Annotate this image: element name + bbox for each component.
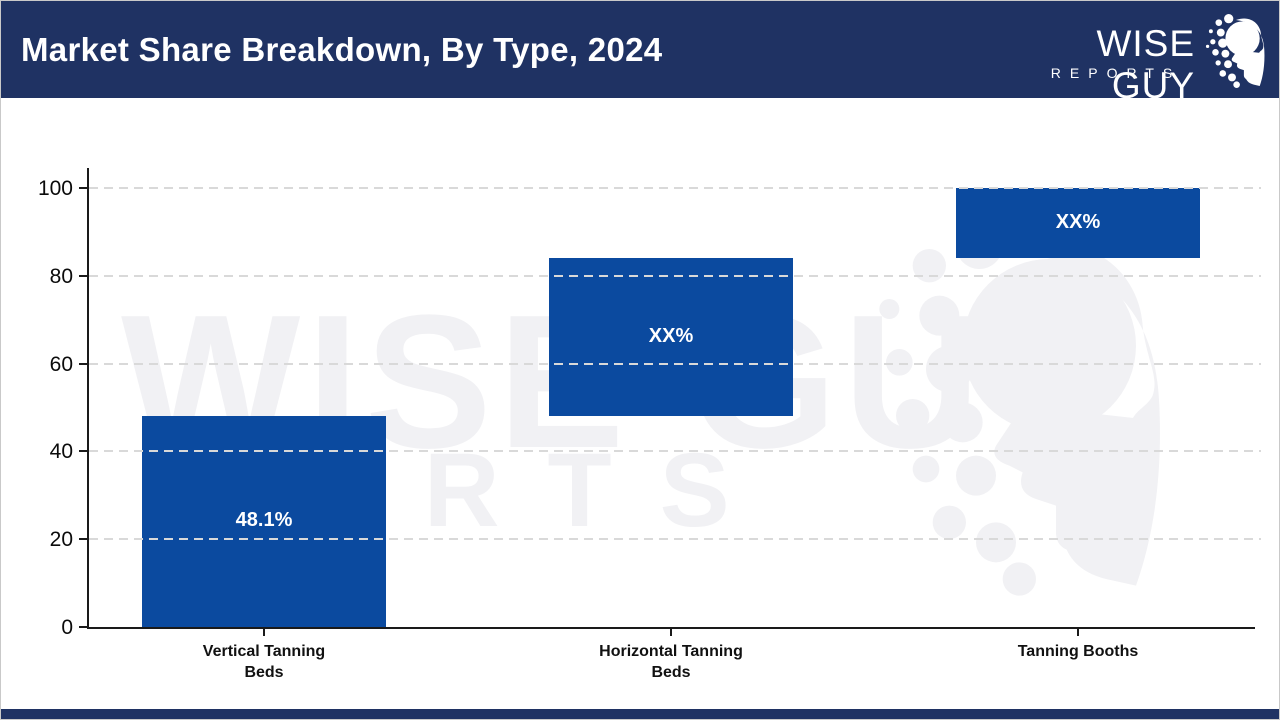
brand-tagline: REPORTS <box>1050 65 1182 81</box>
y-tick-label-100: 100 <box>37 177 73 200</box>
x-category-label: Vertical Tanning Beds <box>104 641 424 683</box>
y-tick-label-40: 40 <box>49 440 73 464</box>
y-tick-label-20: 20 <box>49 528 73 552</box>
gridline-100 <box>89 187 1261 189</box>
brand-name: WISE GUY <box>1096 23 1195 106</box>
watermark-head-icon <box>864 222 1160 596</box>
gridline-60 <box>89 362 1261 365</box>
x-tick-mark <box>1077 629 1079 636</box>
y-tick-mark-0 <box>79 626 87 628</box>
x-category-label-line: Beds <box>651 664 691 681</box>
bar-value-label: XX% <box>648 325 694 348</box>
y-tick-mark-40 <box>79 450 87 453</box>
gridline-80 <box>89 274 1261 277</box>
header-bar: Market Share Breakdown, By Type, 2024 WI… <box>1 1 1279 106</box>
x-tick-mark <box>263 629 265 636</box>
x-category-label-line: Vertical Tanning <box>202 643 326 660</box>
bar-segment: XX% <box>549 258 793 416</box>
y-tick-mark-60 <box>79 362 87 365</box>
y-tick-mark-80 <box>79 274 87 277</box>
brand-logo: WISE GUY REPORTS <box>1025 7 1265 106</box>
x-tick-mark <box>670 629 672 636</box>
head-profile-icon <box>1205 14 1265 88</box>
x-category-label: Tanning Booths <box>918 641 1238 662</box>
bar-segment: XX% <box>956 188 1200 259</box>
bar-segment: 48.1% <box>142 415 386 627</box>
y-tick-label-60: 60 <box>49 352 73 376</box>
y-tick-mark-100 <box>79 187 87 189</box>
y-tick-mark-20 <box>79 538 87 541</box>
y-axis-line <box>87 168 89 629</box>
y-tick-label-0: 0 <box>61 616 73 639</box>
x-category-label: Horizontal Tanning Beds <box>511 641 831 683</box>
x-category-label-line: Horizontal Tanning <box>599 643 743 660</box>
page-title: Market Share Breakdown, By Type, 2024 <box>21 31 663 68</box>
x-axis-line <box>87 627 1255 629</box>
y-tick-label-80: 80 <box>49 264 73 288</box>
gridline-40 <box>89 450 1261 453</box>
x-category-label-line: Tanning Booths <box>1017 643 1139 660</box>
bar-value-label: 48.1% <box>235 509 293 532</box>
bar-value-label: XX% <box>1055 211 1101 234</box>
footer-bar <box>1 709 1279 719</box>
gridline-20 <box>89 538 1261 541</box>
x-category-label-line: Beds <box>244 664 284 681</box>
